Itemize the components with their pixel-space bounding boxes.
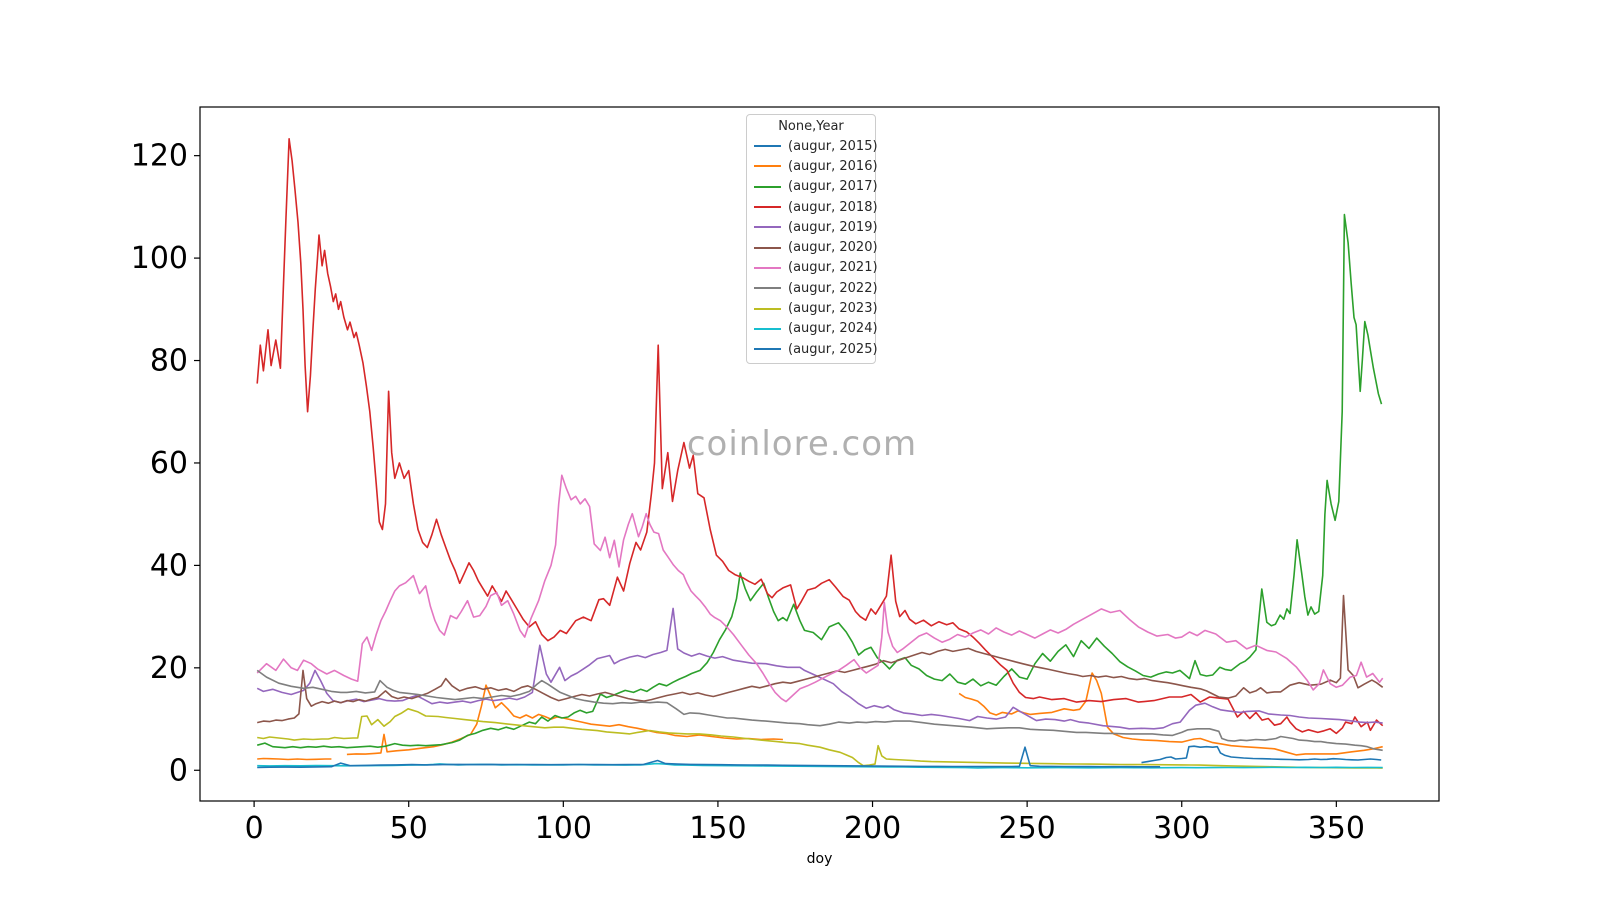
legend-line-swatch xyxy=(754,307,781,310)
legend-line-swatch xyxy=(754,348,781,351)
series-line-2019 xyxy=(256,607,1383,730)
legend-entry: (augur, 2020) xyxy=(747,237,878,257)
legend-line-swatch xyxy=(754,185,781,188)
legend-entry: (augur, 2015) xyxy=(747,136,878,156)
legend-line-swatch xyxy=(754,226,781,229)
series-line-2023 xyxy=(257,707,1383,769)
legend-entry-label: (augur, 2023) xyxy=(788,301,878,317)
legend-entry: (augur, 2021) xyxy=(747,258,878,278)
series-line-2016 xyxy=(257,757,332,761)
legend-entry-label: (augur, 2025) xyxy=(788,341,878,357)
legend-entry: (augur, 2023) xyxy=(747,298,878,318)
legend-line-swatch xyxy=(754,327,781,330)
legend-entry: (augur, 2016) xyxy=(747,156,878,176)
legend-entry: (augur, 2022) xyxy=(747,278,878,298)
legend-entry-label: (augur, 2021) xyxy=(788,260,878,276)
x-tick-label: 100 xyxy=(535,811,592,846)
legend-line-swatch xyxy=(754,145,781,148)
legend-entry: (augur, 2017) xyxy=(747,177,878,197)
legend-entry-label: (augur, 2017) xyxy=(788,179,878,195)
legend-entry-label: (augur, 2024) xyxy=(788,321,878,337)
legend-line-swatch xyxy=(754,206,781,209)
y-tick-label: 80 xyxy=(150,344,188,379)
y-tick-label: 120 xyxy=(131,139,188,174)
x-tick-label: 350 xyxy=(1308,811,1365,846)
legend-title: None,Year xyxy=(778,119,844,134)
legend-line-swatch xyxy=(754,246,781,249)
x-tick-label: 200 xyxy=(844,811,901,846)
y-tick-label: 100 xyxy=(131,241,188,276)
legend-line-swatch xyxy=(754,287,781,290)
y-tick-label: 40 xyxy=(150,548,188,583)
series-line-2016 xyxy=(346,684,783,756)
legend-entry-label: (augur, 2022) xyxy=(788,280,878,296)
legend-entry: (augur, 2024) xyxy=(747,319,878,339)
legend-line-swatch xyxy=(754,165,781,168)
series-line-2022 xyxy=(256,669,1383,752)
x-tick-label: 300 xyxy=(1153,811,1210,846)
watermark: coinlore.com xyxy=(686,424,918,464)
series-line-2018 xyxy=(256,138,1384,735)
series-line-2017 xyxy=(256,213,1383,749)
legend-entry-label: (augur, 2016) xyxy=(788,158,878,174)
x-tick-label: 50 xyxy=(390,811,428,846)
x-tick-label: 0 xyxy=(245,811,264,846)
y-tick-label: 60 xyxy=(150,446,188,481)
plot-border xyxy=(199,106,1440,802)
legend-entry-label: (augur, 2020) xyxy=(788,240,878,256)
series-line-2021 xyxy=(256,474,1384,703)
x-tick-label: 250 xyxy=(999,811,1056,846)
legend-entry-label: (augur, 2019) xyxy=(788,219,878,235)
legend-entry: (augur, 2019) xyxy=(747,217,878,237)
y-tick-label: 20 xyxy=(150,651,188,686)
x-tick-label: 150 xyxy=(689,811,746,846)
series-line-2025 xyxy=(257,746,1161,769)
series-line-2016 xyxy=(958,672,1383,756)
legend-entry: (augur, 2025) xyxy=(747,339,878,359)
legend-line-swatch xyxy=(754,266,781,269)
series-line-2015 xyxy=(1141,745,1382,764)
legend-entry-label: (augur, 2015) xyxy=(788,138,878,154)
series-line-2020 xyxy=(257,594,1384,724)
legend-box: None,Year (augur, 2015) (augur, 2016) (aug… xyxy=(746,114,878,364)
legend-entry-label: (augur, 2018) xyxy=(788,199,878,215)
x-axis-label: doy xyxy=(807,851,833,867)
legend-entry: (augur, 2018) xyxy=(747,197,878,217)
y-tick-label: 0 xyxy=(169,753,188,788)
